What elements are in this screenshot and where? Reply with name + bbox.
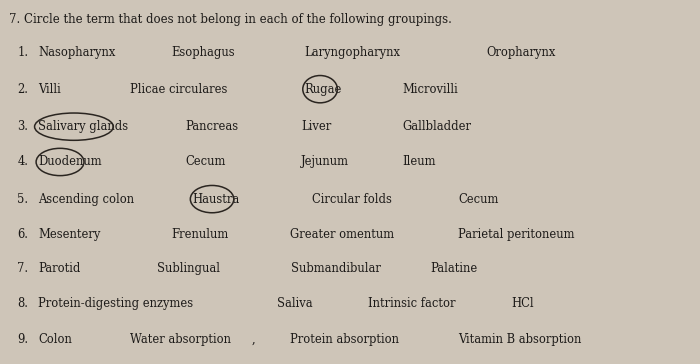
Text: 3.: 3. <box>18 120 29 133</box>
Text: Submandibular: Submandibular <box>290 262 380 275</box>
Text: Circular folds: Circular folds <box>312 193 391 206</box>
Text: Saliva: Saliva <box>276 297 312 310</box>
Text: Laryngopharynx: Laryngopharynx <box>304 46 400 59</box>
Text: 7.: 7. <box>18 262 29 275</box>
Text: Microvilli: Microvilli <box>402 83 458 96</box>
Text: Oropharynx: Oropharynx <box>486 46 556 59</box>
Text: 1.: 1. <box>18 46 29 59</box>
Text: 2.: 2. <box>18 83 29 96</box>
Text: Greater omentum: Greater omentum <box>290 228 395 241</box>
Text: Sublingual: Sublingual <box>158 262 220 275</box>
Text: Protein-digesting enzymes: Protein-digesting enzymes <box>38 297 194 310</box>
Text: Water absorption: Water absorption <box>130 333 230 346</box>
Text: 4.: 4. <box>18 155 29 169</box>
Text: Liver: Liver <box>301 120 331 133</box>
Text: Duodenum: Duodenum <box>38 155 102 169</box>
Text: 6.: 6. <box>18 228 29 241</box>
Text: Haustra: Haustra <box>193 193 239 206</box>
Text: Jejunum: Jejunum <box>301 155 349 169</box>
Text: Cecum: Cecum <box>458 193 499 206</box>
Text: Plicae circulares: Plicae circulares <box>130 83 227 96</box>
Text: Nasopharynx: Nasopharynx <box>38 46 116 59</box>
Text: Ileum: Ileum <box>402 155 436 169</box>
Text: Villi: Villi <box>38 83 62 96</box>
Text: Protein absorption: Protein absorption <box>290 333 400 346</box>
Text: 7. Circle the term that does not belong in each of the following groupings.: 7. Circle the term that does not belong … <box>9 13 452 26</box>
Text: 5.: 5. <box>18 193 29 206</box>
Text: Ascending colon: Ascending colon <box>38 193 134 206</box>
Text: ,: , <box>252 333 256 346</box>
Text: Parietal peritoneum: Parietal peritoneum <box>458 228 575 241</box>
Text: Cecum: Cecum <box>186 155 226 169</box>
Text: Frenulum: Frenulum <box>172 228 229 241</box>
Text: Vitamin B absorption: Vitamin B absorption <box>458 333 582 346</box>
Text: Gallbladder: Gallbladder <box>402 120 472 133</box>
Text: Parotid: Parotid <box>38 262 81 275</box>
Text: HCl: HCl <box>511 297 533 310</box>
Text: 9.: 9. <box>18 333 29 346</box>
Text: Esophagus: Esophagus <box>172 46 235 59</box>
Text: Mesentery: Mesentery <box>38 228 101 241</box>
Text: Rugae: Rugae <box>304 83 342 96</box>
Text: Colon: Colon <box>38 333 72 346</box>
Text: 8.: 8. <box>18 297 29 310</box>
Text: Salivary glands: Salivary glands <box>38 120 129 133</box>
Text: Pancreas: Pancreas <box>186 120 239 133</box>
Text: Intrinsic factor: Intrinsic factor <box>368 297 455 310</box>
Text: Palatine: Palatine <box>430 262 477 275</box>
